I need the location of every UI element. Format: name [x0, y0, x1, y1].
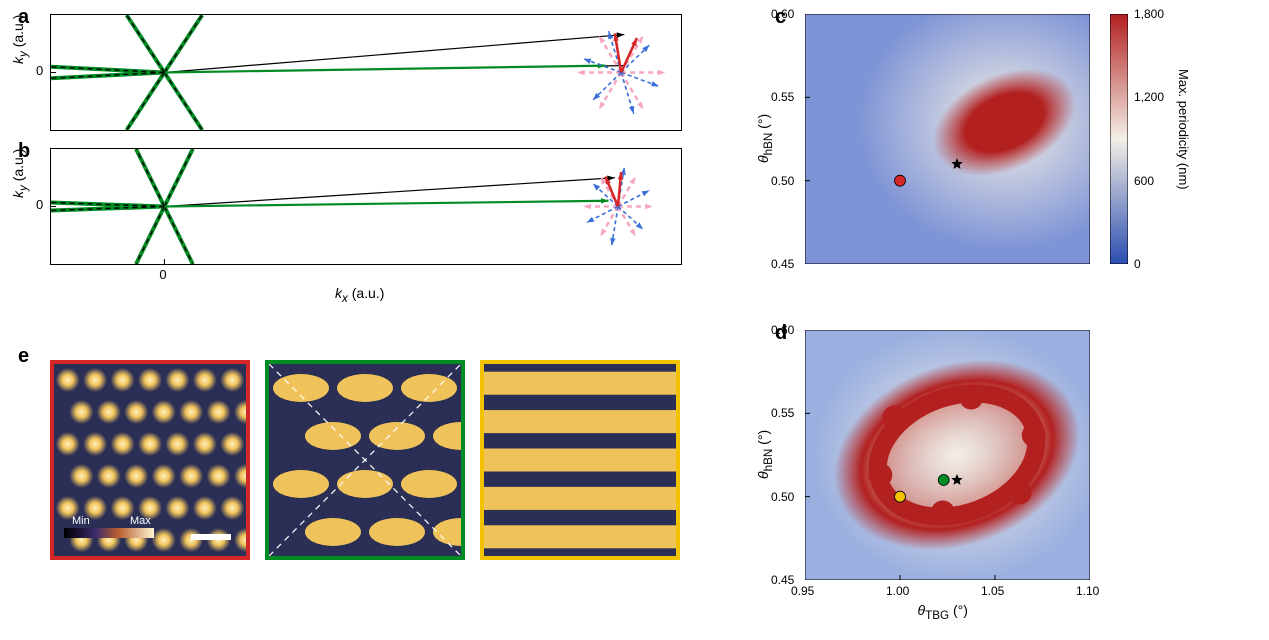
colorbar-tick: 1,200 [1134, 90, 1164, 104]
colorbar-label: Max. periodicity (nm) [1176, 69, 1191, 190]
ytick0-a: 0 [36, 63, 43, 78]
svg-text:Max: Max [130, 515, 151, 527]
colorbar-tick: 1,800 [1134, 7, 1164, 21]
ytick-d: 0.55 [771, 406, 794, 420]
svg-text:Min: Min [72, 515, 90, 527]
panel-label-e: e [18, 345, 29, 368]
xtick-d: 0.95 [791, 584, 814, 598]
ytick-d: 0.50 [771, 490, 794, 504]
ytick-d: 0.60 [771, 323, 794, 337]
thumb-0: Min Max [50, 360, 250, 560]
ytick-c: 0.55 [771, 90, 794, 104]
xtick-d: 1.00 [886, 584, 909, 598]
ylabel-d: θhBN (°) [755, 430, 775, 479]
heatmap-c [805, 14, 1090, 264]
heatmap-d [805, 330, 1090, 580]
ytick-c: 0.45 [771, 257, 794, 271]
ytick-c: 0.60 [771, 7, 794, 21]
ytick-c: 0.50 [771, 174, 794, 188]
colorbar [1110, 14, 1128, 264]
ylabel-b: ky (a.u.) [10, 148, 30, 197]
thumb-1 [265, 360, 465, 560]
xtick-d: 1.05 [981, 584, 1004, 598]
kspace-plot-b [50, 148, 682, 265]
xlabel-d: θTBG (°) [918, 602, 968, 622]
xtick0-b: 0 [159, 267, 166, 282]
colorbar-tick: 600 [1134, 174, 1154, 188]
colorbar-tick: 0 [1134, 257, 1141, 271]
xlabel-b: kx (a.u.) [335, 285, 384, 305]
ylabel-a: ky (a.u.) [10, 14, 30, 63]
ytick0-b: 0 [36, 197, 43, 212]
ylabel-c: θhBN (°) [755, 114, 775, 163]
thumb-2 [480, 360, 680, 560]
kspace-plot-a [50, 14, 682, 131]
xtick-d: 1.10 [1076, 584, 1099, 598]
